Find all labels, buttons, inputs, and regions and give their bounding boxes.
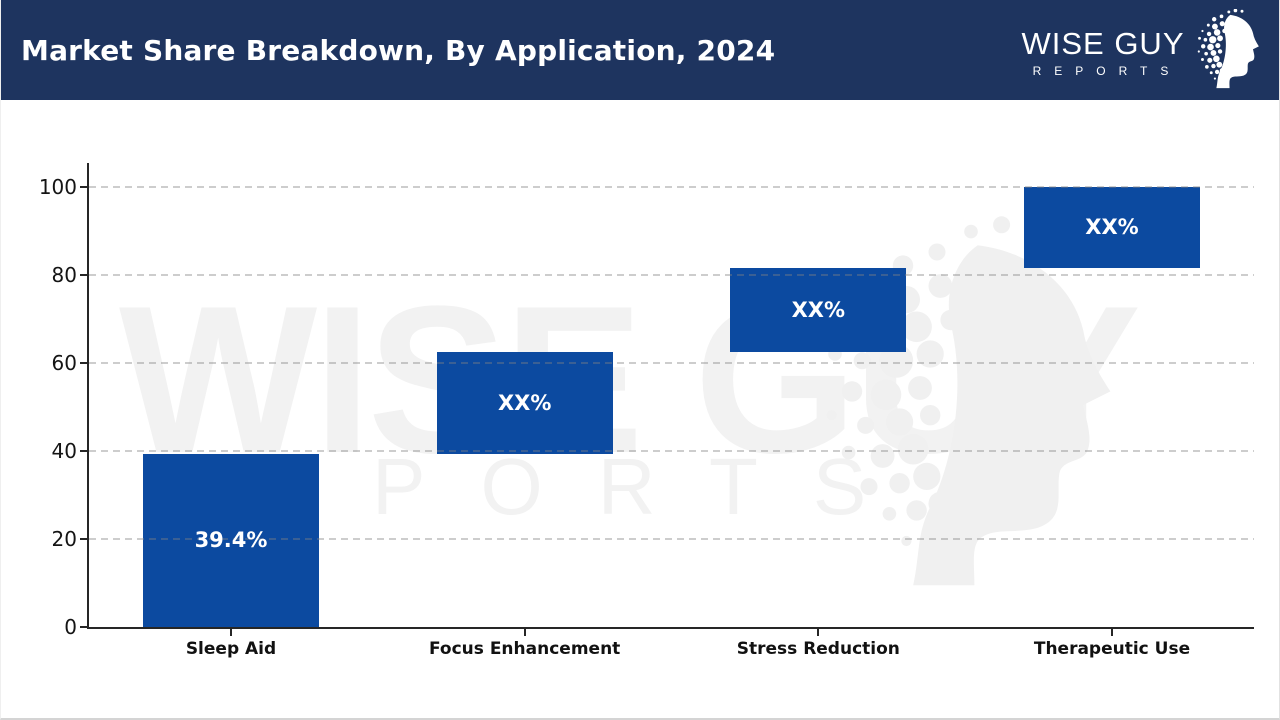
brand-wordmark: WISE GUY REPORTS [1015,26,1191,79]
watermark-wordmark: WISE GUY [119,262,1138,497]
chart-area: WISE GUY REPORTS [1,100,1279,718]
brand-wordmark-main: WISE GUY [1021,26,1185,61]
watermark-wordmark-sub: REPORTS [151,442,921,531]
brand-logo: WISE GUY REPORTS [1015,7,1265,95]
brand-head-icon [1197,9,1259,89]
watermark-head-icon [826,216,1111,586]
brand-wordmark-sub: REPORTS [1032,64,1182,78]
header-bar: Market Share Breakdown, By Application, … [1,0,1279,100]
watermark: WISE GUY REPORTS [119,216,1142,586]
page-title: Market Share Breakdown, By Application, … [21,33,776,67]
